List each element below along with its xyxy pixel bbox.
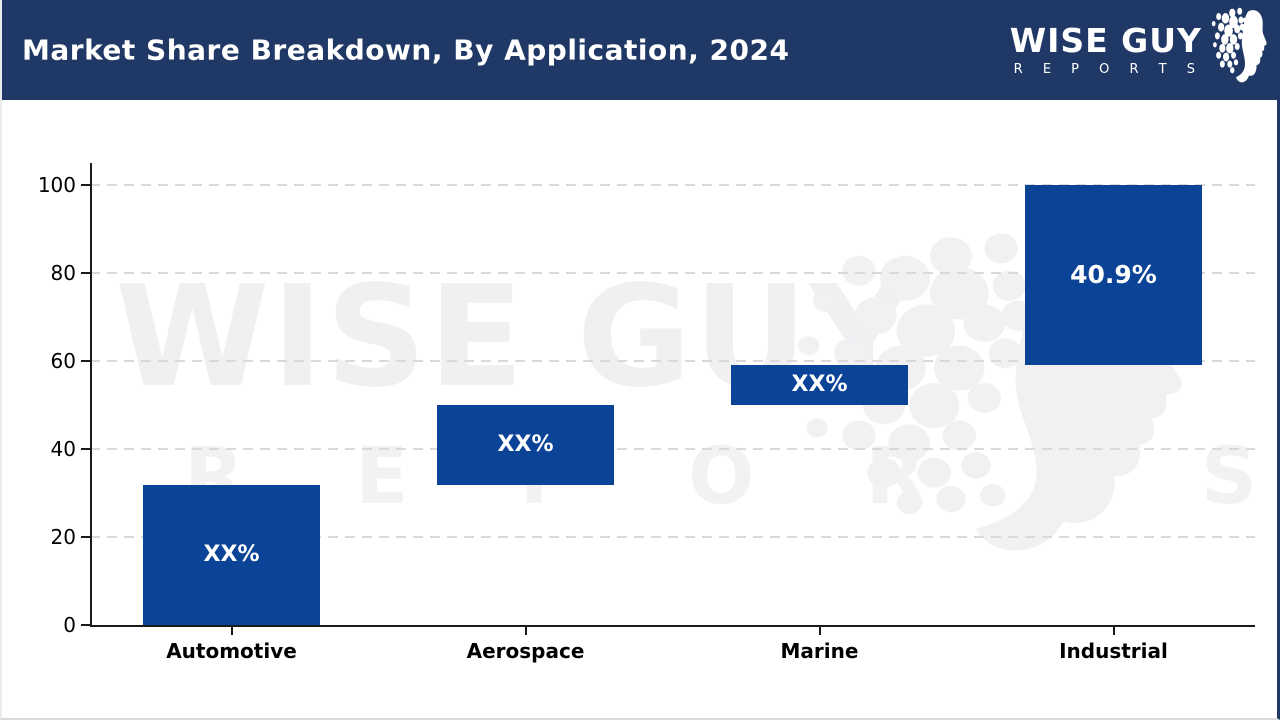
page-title: Market Share Breakdown, By Application, … — [22, 33, 790, 67]
bar-industrial — [1025, 185, 1202, 365]
bar-value-label: XX% — [791, 371, 848, 397]
bar-marine — [731, 364, 908, 405]
x-tick-label: Automotive — [166, 639, 297, 663]
x-tickmark — [818, 627, 821, 635]
logo-text: WISE GUY R E P O R T S — [1009, 24, 1203, 77]
header-bar: Market Share Breakdown, By Application, … — [2, 0, 1277, 100]
y-gridline — [90, 184, 1255, 186]
y-gridline — [90, 448, 1255, 450]
bar-value-label: XX% — [497, 432, 554, 458]
x-tickmark — [1112, 627, 1115, 635]
y-tickmark — [81, 360, 90, 362]
y-tick-label: 80 — [50, 261, 76, 285]
y-gridline — [90, 272, 1255, 274]
y-tickmark — [81, 536, 90, 538]
logo-wordmark: WISE GUY — [1009, 20, 1202, 60]
y-axis-line — [90, 163, 92, 627]
y-tickmark — [81, 272, 90, 274]
y-tick-label: 20 — [50, 525, 76, 549]
y-tick-label: 0 — [63, 613, 76, 637]
x-tickmark — [230, 627, 233, 635]
x-tickmark — [524, 627, 527, 635]
y-tick-label: 100 — [37, 173, 76, 197]
bar-value-label: XX% — [203, 542, 260, 568]
y-tick-label: 40 — [50, 437, 76, 461]
logo-face-icon — [1211, 7, 1267, 83]
y-tickmark — [81, 624, 90, 626]
y-gridline — [90, 360, 1255, 362]
y-gridline — [90, 536, 1255, 538]
x-tick-label: Marine — [780, 639, 859, 663]
y-tickmark — [81, 184, 90, 186]
x-axis-line — [90, 625, 1255, 627]
logo-subtext: R E P O R T S — [1013, 61, 1203, 77]
x-tick-label: Aerospace — [466, 639, 585, 663]
bar-value-label: 40.9% — [1070, 259, 1157, 289]
logo: WISE GUY R E P O R T S — [1009, 5, 1267, 95]
bar-automotive — [143, 485, 320, 625]
x-tick-label: Industrial — [1059, 639, 1168, 663]
y-tickmark — [81, 448, 90, 450]
y-tick-label: 60 — [50, 349, 76, 373]
bar-aerospace — [437, 405, 614, 486]
